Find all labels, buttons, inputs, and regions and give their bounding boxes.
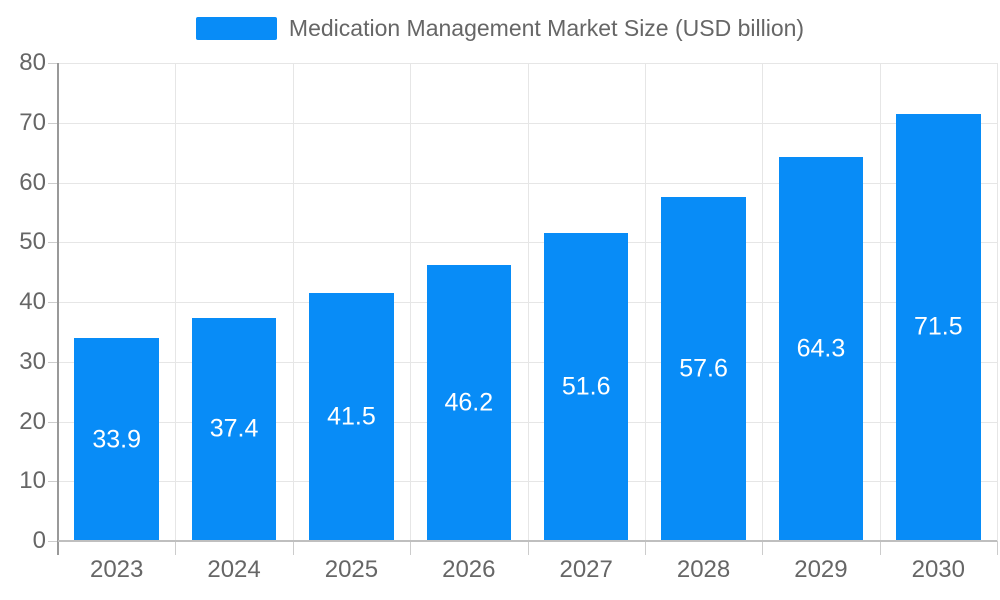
legend-label: Medication Management Market Size (USD b…: [288, 15, 805, 41]
gridline-vertical: [644, 63, 646, 541]
gridline-vertical: [527, 63, 529, 541]
y-axis-label: 60: [19, 168, 46, 196]
y-axis-label: 40: [19, 288, 46, 315]
bar-2030[interactable]: 71.5: [896, 113, 981, 541]
x-axis-label: 2027: [559, 556, 613, 583]
x-axis-tick: [644, 541, 646, 555]
bar-value-label: 41.5: [327, 402, 376, 431]
gridline-vertical: [410, 63, 412, 541]
x-axis-tick: [410, 541, 412, 555]
y-axis-tick: [48, 361, 58, 363]
bar-2025[interactable]: 41.5: [309, 293, 394, 541]
y-axis-label: 20: [19, 407, 46, 435]
y-axis-tick: [48, 421, 58, 423]
x-axis-tick: [527, 541, 529, 555]
y-axis-tick: [48, 122, 58, 124]
bar-value-label: 46.2: [444, 388, 494, 417]
y-axis-line: [57, 63, 59, 555]
x-axis-tick: [175, 541, 177, 555]
y-axis-tick: [48, 63, 58, 64]
x-axis-label: 2024: [207, 556, 261, 583]
legend: Medication Management Market Size (USD b…: [0, 15, 1000, 42]
x-axis-label: 2028: [676, 556, 731, 583]
bar-value-label: 64.3: [796, 334, 846, 363]
y-axis-tick: [48, 302, 58, 303]
y-axis-tick: [48, 541, 58, 542]
y-axis-label: 50: [19, 228, 46, 256]
bar-2024[interactable]: 37.4: [191, 317, 277, 541]
legend-item[interactable]: Medication Management Market Size (USD b…: [195, 15, 805, 42]
x-axis-label: 2029: [794, 556, 848, 583]
x-axis-tick: [292, 541, 294, 555]
bar-2027[interactable]: 51.6: [543, 232, 629, 541]
gridline-vertical: [762, 63, 764, 541]
y-axis-label: 30: [19, 347, 46, 375]
x-axis-label: 2030: [911, 556, 965, 583]
gridline-vertical: [879, 63, 881, 541]
x-axis-label: 2023: [89, 556, 144, 583]
x-axis-line: [58, 540, 997, 542]
gridline-vertical: [997, 63, 998, 541]
bar-value-label: 57.6: [679, 354, 728, 383]
x-axis-tick: [762, 541, 764, 555]
y-axis-tick: [48, 481, 58, 483]
bar-2028[interactable]: 57.6: [661, 196, 746, 541]
legend-swatch-icon: [195, 17, 277, 40]
bar-2023[interactable]: 33.9: [74, 338, 159, 541]
y-axis-label: 80: [19, 49, 46, 76]
y-axis-label: 0: [32, 527, 46, 554]
y-axis-tick: [48, 242, 58, 244]
x-axis-label: 2026: [442, 556, 496, 583]
bar-value-label: 33.9: [92, 425, 141, 454]
x-axis-tick: [997, 541, 998, 555]
y-axis-label: 10: [19, 467, 46, 495]
gridline-vertical: [292, 63, 294, 541]
bar-2029[interactable]: 64.3: [778, 156, 864, 541]
bar-value-label: 51.6: [561, 372, 611, 401]
bar-value-label: 71.5: [913, 312, 963, 341]
x-axis-label: 2025: [324, 556, 379, 583]
bar-value-label: 37.4: [209, 414, 259, 443]
y-axis-label: 70: [19, 108, 46, 136]
y-axis-tick: [48, 182, 58, 184]
bar-2026[interactable]: 46.2: [426, 264, 512, 541]
x-axis-tick: [879, 541, 881, 555]
gridline-vertical: [175, 63, 177, 541]
